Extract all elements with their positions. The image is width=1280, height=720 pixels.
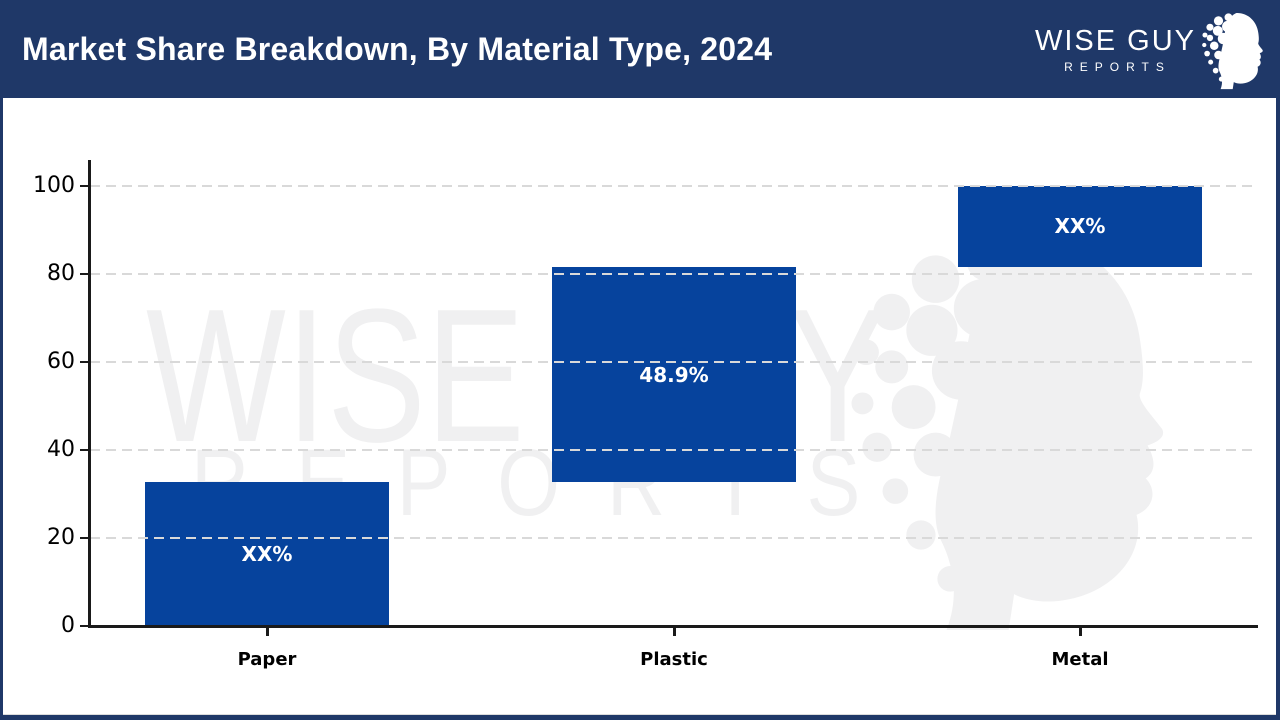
y-tick-mark-100: [80, 185, 89, 187]
y-tick-label-60: 60: [47, 349, 75, 374]
x-tick-mark-paper: [266, 628, 269, 636]
brand-logo-text: WISE GUY REPORTS: [1034, 25, 1196, 74]
chart-canvas: WISE GUY REPORTS 0 20 40 60 80 100 XX% Paper 48…: [0, 98, 1280, 720]
y-tick-label-80: 80: [47, 261, 75, 286]
bar-paper: XX%: [145, 482, 389, 626]
brand-head-icon: [1200, 9, 1264, 91]
gridline-40: [90, 449, 1256, 451]
plot-area: XX% Paper 48.9% Plastic XX% Metal: [90, 185, 1256, 670]
gridline-100: [90, 185, 1256, 187]
bar-value-label-plastic: 48.9%: [639, 362, 709, 387]
header-bar: Market Share Breakdown, By Material Type…: [0, 0, 1280, 98]
brand-logo: WISE GUY REPORTS: [1035, 6, 1264, 94]
gridline-60: [90, 361, 1256, 363]
bar-value-label-paper: XX%: [241, 542, 293, 567]
y-axis-spine: [88, 160, 91, 627]
y-tick-mark-80: [80, 273, 89, 275]
brand-name: WISE GUY: [1034, 25, 1196, 57]
gridline-20: [90, 537, 1256, 539]
y-tick-label-0: 0: [61, 613, 75, 638]
x-tick-label-plastic: Plastic: [640, 649, 708, 670]
gridline-80: [90, 273, 1256, 275]
x-tick-label-metal: Metal: [1051, 649, 1109, 670]
y-tick-label-20: 20: [47, 525, 75, 550]
y-axis: 0 20 40 60 80 100: [3, 98, 93, 715]
y-tick-mark-60: [80, 361, 89, 363]
brand-subtitle: REPORTS: [1064, 60, 1171, 74]
y-tick-label-40: 40: [47, 437, 75, 462]
y-tick-mark-0: [80, 625, 89, 627]
bar-plastic: 48.9%: [552, 266, 796, 483]
x-tick-mark-metal: [1079, 628, 1082, 636]
bottom-hairline: [3, 714, 1276, 715]
x-tick-mark-plastic: [673, 628, 676, 636]
y-tick-mark-40: [80, 449, 89, 451]
chart-title: Market Share Breakdown, By Material Type…: [22, 30, 773, 67]
bar-value-label-metal: XX%: [1054, 214, 1106, 239]
x-axis-spine: [88, 625, 1258, 628]
y-tick-label-100: 100: [33, 173, 75, 198]
bar-metal: XX%: [958, 186, 1202, 267]
y-tick-mark-20: [80, 537, 89, 539]
x-tick-label-paper: Paper: [237, 649, 297, 670]
